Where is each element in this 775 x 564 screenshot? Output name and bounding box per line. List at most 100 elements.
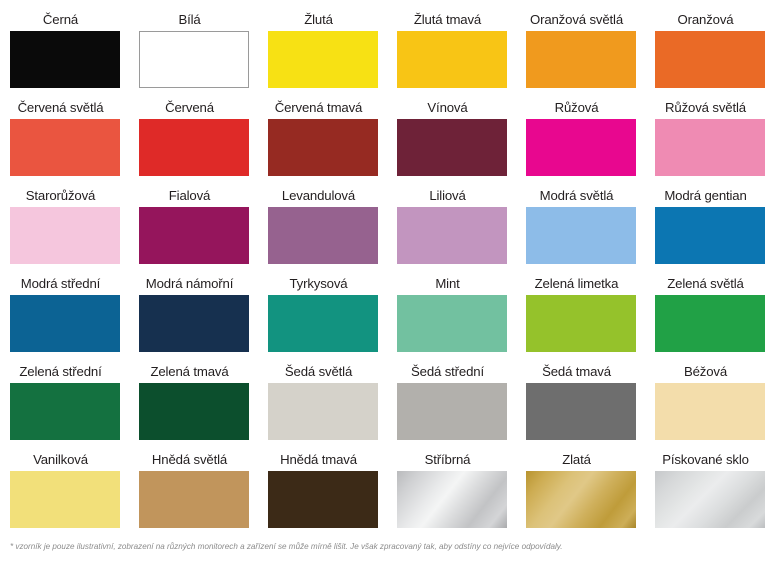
- swatch-chip-seda-stredni[interactable]: [397, 383, 507, 440]
- swatch-cell-mint[interactable]: Mint: [397, 272, 507, 360]
- swatch-cell-levandulova[interactable]: Levandulová: [268, 184, 378, 272]
- swatch-chip-modra-svetla[interactable]: [526, 207, 636, 264]
- swatch-chip-vinova[interactable]: [397, 119, 507, 176]
- swatch-label: Fialová: [168, 188, 211, 203]
- swatch-chip-seda-tmava[interactable]: [526, 383, 636, 440]
- swatch-chip-seda-svetla[interactable]: [268, 383, 378, 440]
- swatch-cell-seda-stredni[interactable]: Šedá střední: [397, 360, 507, 448]
- swatch-chip-fialova[interactable]: [139, 207, 249, 264]
- swatch-cell-zluta[interactable]: Žlutá: [268, 8, 378, 96]
- swatch-label: Šedá střední: [411, 364, 484, 379]
- swatch-chip-oranzova-svetla[interactable]: [526, 31, 636, 88]
- swatch-label: Zelená střední: [19, 364, 102, 379]
- swatch-chip-cervena-svetla[interactable]: [10, 119, 120, 176]
- swatch-cell-oranzova-svetla[interactable]: Oranžová světlá: [526, 8, 636, 96]
- swatch-chip-mint[interactable]: [397, 295, 507, 352]
- swatch-chip-zelena-limetka[interactable]: [526, 295, 636, 352]
- swatch-label: Modrá světlá: [539, 188, 614, 203]
- swatch-label: Černá: [42, 12, 79, 27]
- swatch-cell-hneda-tmava[interactable]: Hnědá tmavá: [268, 448, 378, 536]
- swatch-chip-zelena-stredni[interactable]: [10, 383, 120, 440]
- swatch-chip-cervena[interactable]: [139, 119, 249, 176]
- swatch-chip-modra-stredni[interactable]: [10, 295, 120, 352]
- swatch-label: Růžová: [554, 100, 599, 115]
- swatch-cell-zelena-svetla[interactable]: Zelená světlá: [655, 272, 765, 360]
- swatch-chip-hneda-tmava[interactable]: [268, 471, 378, 528]
- swatch-label: Béžová: [683, 364, 728, 379]
- swatch-label: Pískované sklo: [662, 452, 749, 467]
- swatch-chip-zluta-tmava[interactable]: [397, 31, 507, 88]
- swatch-cell-zelena-limetka[interactable]: Zelená limetka: [526, 272, 636, 360]
- swatch-chip-piskovane-sklo[interactable]: [655, 471, 765, 528]
- swatch-chip-levandulova[interactable]: [268, 207, 378, 264]
- swatch-cell-oranzova[interactable]: Oranžová: [655, 8, 765, 96]
- swatch-chip-ruzova[interactable]: [526, 119, 636, 176]
- swatch-label: Zelená limetka: [534, 276, 619, 291]
- swatch-chip-zlata[interactable]: [526, 471, 636, 528]
- footnote-disclaimer: * vzorník je pouze ilustrativní, zobraze…: [10, 542, 563, 551]
- swatch-label: Oranžová světlá: [529, 12, 624, 27]
- swatch-label: Liliová: [429, 188, 466, 203]
- swatch-chip-vanilkova[interactable]: [10, 471, 120, 528]
- swatch-cell-vanilkova[interactable]: Vanilková: [10, 448, 120, 536]
- swatch-cell-hneda-svetla[interactable]: Hnědá světlá: [139, 448, 249, 536]
- swatch-cell-bila[interactable]: Bílá: [139, 8, 249, 96]
- swatch-cell-fialova[interactable]: Fialová: [139, 184, 249, 272]
- swatch-chip-liliova[interactable]: [397, 207, 507, 264]
- swatch-cell-stribrna[interactable]: Stříbrná: [397, 448, 507, 536]
- swatch-chip-modra-gentian[interactable]: [655, 207, 765, 264]
- swatch-label: Šedá tmavá: [542, 364, 611, 379]
- swatch-chip-zelena-svetla[interactable]: [655, 295, 765, 352]
- swatch-label: Žlutá tmavá: [413, 12, 482, 27]
- swatch-cell-tyrkysova[interactable]: Tyrkysová: [268, 272, 378, 360]
- swatch-cell-cervena-tmava[interactable]: Červená tmavá: [268, 96, 378, 184]
- swatch-cell-modra-stredni[interactable]: Modrá střední: [10, 272, 120, 360]
- swatch-cell-cerna[interactable]: Černá: [10, 8, 120, 96]
- swatch-cell-zlata[interactable]: Zlatá: [526, 448, 636, 536]
- swatch-chip-cerna[interactable]: [10, 31, 120, 88]
- swatch-chip-bila[interactable]: [139, 31, 249, 88]
- swatch-cell-liliova[interactable]: Liliová: [397, 184, 507, 272]
- swatch-cell-piskovane-sklo[interactable]: Pískované sklo: [655, 448, 765, 536]
- swatch-label: Modrá námořní: [145, 276, 234, 291]
- swatch-cell-vinova[interactable]: Vínová: [397, 96, 507, 184]
- swatch-label: Červená: [165, 100, 214, 115]
- swatch-cell-cervena-svetla[interactable]: Červená světlá: [10, 96, 120, 184]
- swatch-chip-tyrkysova[interactable]: [268, 295, 378, 352]
- swatch-cell-seda-svetla[interactable]: Šedá světlá: [268, 360, 378, 448]
- swatch-label: Červená světlá: [17, 100, 104, 115]
- swatch-label: Starorůžová: [25, 188, 96, 203]
- swatch-label: Šedá světlá: [284, 364, 353, 379]
- swatch-label: Hnědá tmavá: [280, 452, 357, 467]
- swatch-cell-bezova[interactable]: Béžová: [655, 360, 765, 448]
- swatch-label: Oranžová: [677, 12, 734, 27]
- swatch-chip-bezova[interactable]: [655, 383, 765, 440]
- swatch-chip-hneda-svetla[interactable]: [139, 471, 249, 528]
- swatch-label: Mint: [435, 276, 460, 291]
- swatch-label: Vínová: [427, 100, 468, 115]
- swatch-chip-cervena-tmava[interactable]: [268, 119, 378, 176]
- swatch-chip-oranzova[interactable]: [655, 31, 765, 88]
- swatch-cell-ruzova[interactable]: Růžová: [526, 96, 636, 184]
- swatch-cell-zluta-tmava[interactable]: Žlutá tmavá: [397, 8, 507, 96]
- swatch-cell-zelena-stredni[interactable]: Zelená střední: [10, 360, 120, 448]
- swatch-label: Bílá: [178, 12, 201, 27]
- swatch-chip-modra-namorni[interactable]: [139, 295, 249, 352]
- swatch-cell-cervena[interactable]: Červená: [139, 96, 249, 184]
- swatch-chip-zluta[interactable]: [268, 31, 378, 88]
- swatch-cell-modra-svetla[interactable]: Modrá světlá: [526, 184, 636, 272]
- swatch-label: Stříbrná: [424, 452, 471, 467]
- swatch-cell-modra-namorni[interactable]: Modrá námořní: [139, 272, 249, 360]
- swatch-chip-ruzova-svetla[interactable]: [655, 119, 765, 176]
- swatch-cell-staroruzova[interactable]: Starorůžová: [10, 184, 120, 272]
- swatch-chip-stribrna[interactable]: [397, 471, 507, 528]
- swatch-cell-seda-tmava[interactable]: Šedá tmavá: [526, 360, 636, 448]
- swatch-label: Modrá gentian: [664, 188, 747, 203]
- swatch-chip-staroruzova[interactable]: [10, 207, 120, 264]
- swatch-cell-modra-gentian[interactable]: Modrá gentian: [655, 184, 765, 272]
- swatch-chip-zelena-tmava[interactable]: [139, 383, 249, 440]
- swatch-cell-zelena-tmava[interactable]: Zelená tmavá: [139, 360, 249, 448]
- swatch-cell-ruzova-svetla[interactable]: Růžová světlá: [655, 96, 765, 184]
- swatch-label: Levandulová: [281, 188, 356, 203]
